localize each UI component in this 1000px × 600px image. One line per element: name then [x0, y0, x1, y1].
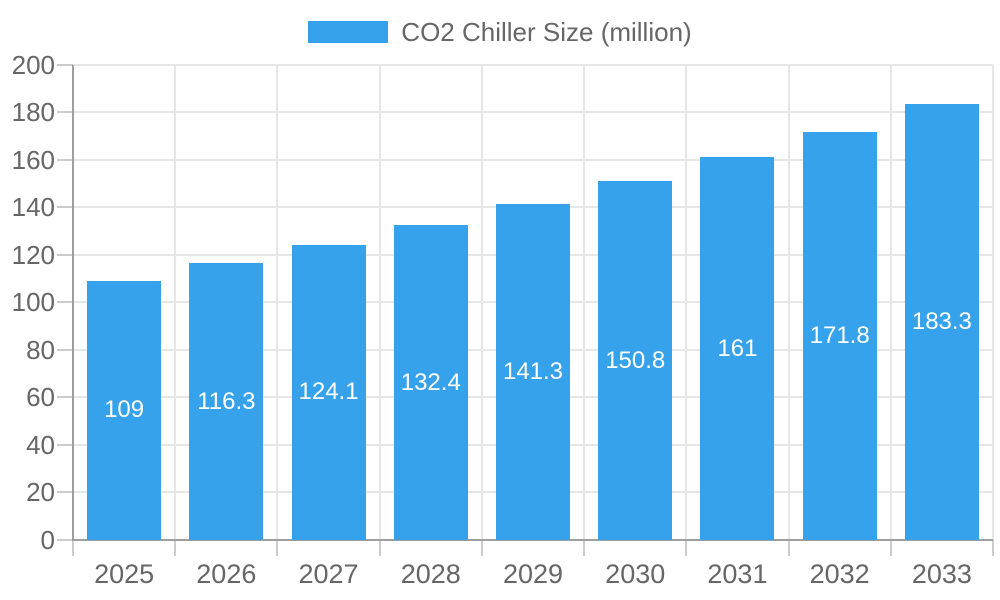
bar: 109 — [87, 280, 162, 540]
x-gridline — [992, 64, 994, 540]
x-tick-mark — [378, 540, 381, 556]
x-gridline — [174, 64, 177, 540]
bar-value-label: 124.1 — [298, 378, 359, 406]
y-tick-mark — [57, 63, 73, 66]
x-gridline — [685, 64, 688, 540]
bar-value-label: 150.8 — [605, 346, 666, 374]
y-tick-mark — [57, 158, 73, 161]
bar-value-label: 183.3 — [911, 308, 972, 336]
x-tick-mark — [992, 540, 994, 556]
y-tick-label: 20 — [26, 477, 55, 508]
bar: 161 — [700, 157, 775, 540]
bar-value-label: 132.4 — [400, 368, 461, 396]
bar: 183.3 — [904, 104, 979, 540]
x-tick-mark — [72, 540, 74, 556]
x-tick-label: 2029 — [502, 559, 564, 589]
bar: 141.3 — [496, 204, 570, 540]
y-tick-mark — [57, 539, 73, 541]
x-tick-mark — [787, 540, 790, 556]
y-gridline — [73, 158, 993, 161]
x-tick-label: 2025 — [94, 559, 155, 589]
y-tick-label: 200 — [11, 49, 55, 80]
x-gridline — [787, 64, 790, 540]
legend-swatch — [308, 21, 389, 43]
bar: 150.8 — [598, 181, 673, 540]
x-tick-label: 2033 — [911, 559, 972, 589]
y-gridline — [73, 111, 993, 114]
x-gridline — [480, 64, 483, 540]
y-tick-label: 80 — [26, 334, 55, 365]
y-tick-mark — [57, 206, 73, 209]
x-tick-mark — [889, 540, 892, 556]
y-tick-mark — [57, 348, 73, 351]
y-tick-mark — [57, 111, 73, 114]
x-tick-mark — [480, 540, 483, 556]
bar-value-label: 171.8 — [809, 321, 870, 349]
y-tick-label: 160 — [11, 144, 55, 175]
x-tick-mark — [174, 540, 177, 556]
y-tick-mark — [57, 301, 73, 304]
bar: 116.3 — [189, 263, 264, 540]
x-tick-mark — [583, 540, 586, 556]
bar-value-label: 161 — [717, 334, 758, 362]
legend-label: CO2 Chiller Size (million) — [401, 16, 692, 47]
y-tick-mark — [57, 396, 73, 399]
x-gridline — [889, 64, 892, 540]
x-tick-mark — [685, 540, 688, 556]
y-tick-label: 40 — [26, 429, 55, 460]
y-tick-label: 180 — [11, 97, 55, 128]
x-gridline — [276, 64, 279, 540]
x-tick-label: 2030 — [605, 559, 666, 589]
y-tick-label: 120 — [11, 239, 55, 270]
bar: 171.8 — [802, 131, 877, 540]
y-tick-mark — [57, 443, 73, 446]
bar-value-label: 141.3 — [502, 358, 564, 386]
x-tick-mark — [276, 540, 279, 556]
y-tick-label: 100 — [11, 287, 55, 318]
bar-value-label: 116.3 — [197, 387, 256, 415]
legend-item[interactable]: CO2 Chiller Size (million) — [0, 15, 1000, 49]
y-tick-label: 140 — [11, 192, 55, 223]
x-axis-line — [72, 539, 993, 541]
y-tick-mark — [57, 491, 73, 494]
bar-value-label: 109 — [104, 396, 145, 424]
x-tick-label: 2028 — [400, 559, 461, 589]
x-tick-label: 2027 — [298, 559, 359, 589]
y-gridline — [73, 63, 993, 66]
x-tick-label: 2026 — [196, 559, 257, 589]
y-tick-label: 60 — [26, 382, 55, 413]
x-gridline — [378, 64, 381, 540]
bar: 132.4 — [393, 225, 468, 540]
y-tick-mark — [57, 253, 73, 256]
bar: 124.1 — [291, 244, 366, 540]
x-tick-label: 2031 — [707, 559, 768, 589]
x-gridline — [583, 64, 586, 540]
y-tick-label: 0 — [40, 525, 55, 555]
y-axis-line — [72, 64, 74, 540]
x-tick-label: 2032 — [809, 559, 870, 589]
